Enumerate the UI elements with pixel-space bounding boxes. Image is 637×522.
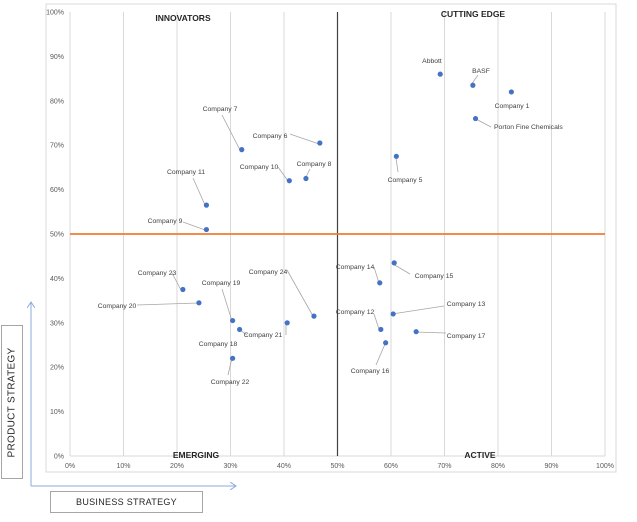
data-label: Company 13 [447, 301, 486, 308]
data-point [508, 89, 514, 95]
y-tick-label: 0% [54, 454, 64, 461]
label-leader-line [192, 177, 206, 206]
data-point [413, 329, 419, 335]
y-tick-label: 80% [50, 98, 64, 105]
label-leader-line [182, 221, 206, 231]
label-leader-line [277, 166, 289, 182]
label-leader-line [373, 266, 380, 284]
data-label: Company 12 [336, 309, 375, 316]
quadrant-label-innovators: INNOVATORS [155, 13, 211, 23]
data-point [230, 355, 236, 361]
data-point [286, 178, 292, 184]
data-label: Company 23 [138, 270, 177, 277]
label-leader-line [375, 343, 386, 366]
x-tick-label: 80% [491, 463, 505, 470]
data-label: Company 7 [203, 106, 238, 113]
data-label: Company 9 [148, 218, 183, 225]
data-point [203, 202, 210, 208]
label-leader-line [392, 263, 411, 275]
x-tick-label: 30% [223, 463, 237, 470]
x-tick-label: 60% [384, 463, 398, 470]
label-leader-line [414, 331, 447, 334]
quadrant-label-cutting-edge: CUTTING EDGE [441, 9, 506, 19]
data-label: Company 20 [98, 303, 137, 310]
label-leader-line [221, 114, 241, 151]
data-point [196, 300, 202, 306]
data-point [377, 280, 383, 286]
data-point [203, 226, 210, 233]
label-leader-line [227, 357, 233, 376]
data-point [239, 147, 245, 153]
x-tick-label: 70% [437, 463, 451, 470]
data-label: Company 14 [336, 264, 375, 271]
data-point [472, 115, 479, 122]
data-point [311, 313, 317, 319]
y-tick-label: 30% [50, 320, 64, 327]
data-label: Company 8 [297, 161, 332, 168]
x-tick-label: 0% [65, 463, 75, 470]
data-point [390, 311, 396, 317]
chart-border [45, 3, 617, 473]
data-label: Company 21 [244, 332, 283, 339]
data-label: Company 10 [240, 164, 279, 171]
data-label: Company 16 [351, 368, 390, 375]
quadrant-label-emerging: EMERGING [173, 450, 220, 460]
data-point [180, 286, 186, 293]
data-point [317, 140, 323, 146]
y-tick-label: 90% [50, 54, 64, 61]
x-tick-label: 100% [596, 463, 614, 470]
y-axis-title-box: PRODUCT STRATEGY [1, 325, 23, 479]
y-tick-label: 100% [46, 10, 64, 17]
label-leader-line [373, 313, 380, 330]
data-label: Porton Fine Chemicals [494, 124, 563, 131]
data-point [470, 82, 476, 88]
data-label: Company 6 [253, 133, 288, 140]
label-leader-line [395, 157, 399, 173]
y-tick-label: 40% [50, 276, 64, 283]
x-axis-title: BUSINESS STRATEGY [76, 497, 177, 507]
data-point [230, 317, 236, 324]
data-point [378, 326, 384, 333]
x-tick-label: 50% [330, 463, 344, 470]
data-label: Company 11 [167, 169, 205, 176]
quadrant-label-active: ACTIVE [464, 450, 496, 460]
data-point [437, 71, 443, 77]
data-label: Company 24 [249, 269, 288, 276]
label-leader-line [286, 269, 314, 317]
data-point [391, 260, 397, 266]
x-tick-label: 20% [170, 463, 184, 470]
data-label: Company 19 [202, 280, 241, 287]
x-tick-label: 40% [277, 463, 291, 470]
data-point [383, 340, 389, 346]
label-leader-line [289, 133, 320, 145]
data-label: Company 17 [447, 333, 486, 340]
x-tick-label: 10% [116, 463, 130, 470]
data-label: Company 15 [415, 273, 454, 280]
label-leader-line [136, 302, 199, 306]
data-label: Company 22 [211, 379, 250, 386]
data-label: Company 1 [495, 103, 530, 110]
label-leader-line [171, 272, 182, 291]
y-tick-label: 50% [50, 232, 64, 239]
label-leader-line [391, 305, 445, 315]
data-point [236, 326, 243, 333]
data-label: Company 18 [199, 341, 238, 348]
y-axis-title: PRODUCT STRATEGY [6, 347, 18, 457]
data-label: BASF [472, 68, 490, 75]
data-label: Company 5 [388, 177, 423, 184]
x-tick-label: 90% [544, 463, 558, 470]
data-point [284, 320, 290, 326]
label-leader-line [221, 288, 233, 322]
data-point [303, 175, 309, 182]
data-point [393, 153, 399, 159]
y-tick-label: 60% [50, 187, 64, 194]
x-axis-title-box: BUSINESS STRATEGY [50, 491, 203, 513]
y-tick-label: 70% [50, 143, 64, 150]
y-tick-label: 20% [50, 365, 64, 372]
data-label: Abbott [422, 58, 442, 65]
y-tick-label: 10% [50, 409, 64, 416]
